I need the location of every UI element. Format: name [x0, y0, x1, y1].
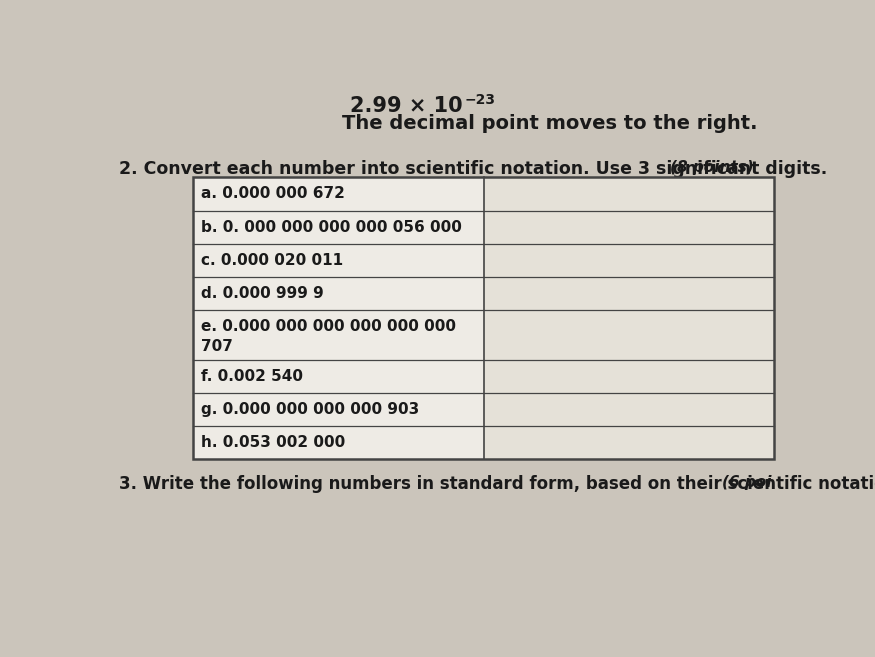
Text: 3. Write the following numbers in standard form, based on their scientific notat: 3. Write the following numbers in standa… [119, 474, 875, 493]
Text: The decimal point moves to the right.: The decimal point moves to the right. [342, 114, 758, 133]
Text: f. 0.002 540: f. 0.002 540 [201, 369, 303, 384]
Text: g. 0.000 000 000 000 903: g. 0.000 000 000 000 903 [201, 402, 419, 417]
Text: (8 points): (8 points) [670, 160, 754, 175]
Text: b. 0. 000 000 000 000 056 000: b. 0. 000 000 000 000 056 000 [201, 219, 462, 235]
Bar [484, 177, 774, 459]
Text: (6 poi: (6 poi [722, 474, 771, 489]
Bar [193, 177, 484, 459]
Text: c. 0.000 020 011: c. 0.000 020 011 [201, 253, 343, 267]
Text: d. 0.000 999 9: d. 0.000 999 9 [201, 286, 324, 301]
Text: e. 0.000 000 000 000 000 000
707: e. 0.000 000 000 000 000 000 707 [201, 319, 456, 354]
Text: a. 0.000 000 672: a. 0.000 000 672 [201, 187, 345, 202]
Bar [193, 177, 774, 459]
Text: h. 0.053 002 000: h. 0.053 002 000 [201, 435, 345, 450]
Text: −23: −23 [465, 93, 495, 108]
Text: 2.99 × 10: 2.99 × 10 [350, 96, 462, 116]
Text: 2. Convert each number into scientific notation. Use 3 significant digits.: 2. Convert each number into scientific n… [119, 160, 827, 179]
